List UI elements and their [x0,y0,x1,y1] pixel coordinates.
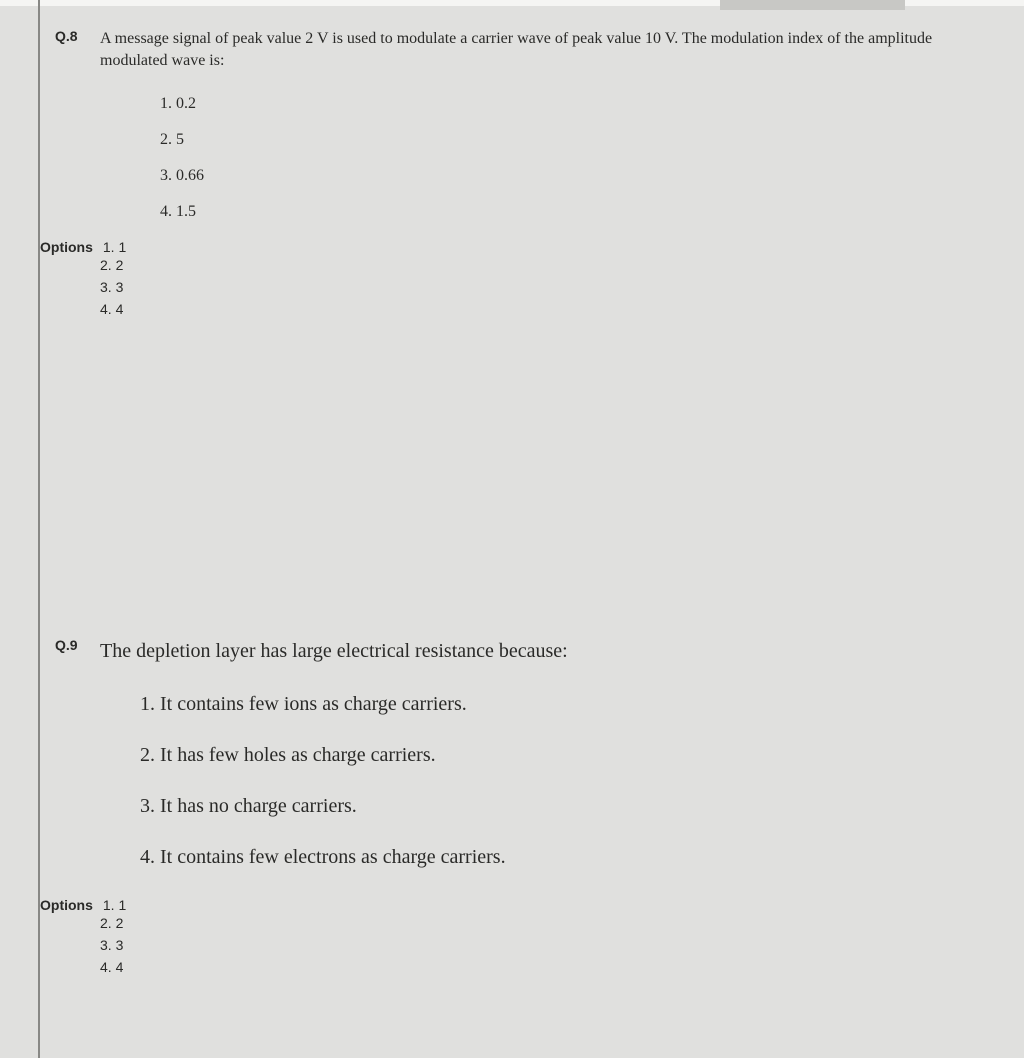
left-border [38,0,40,1058]
question-9-header: Q.9 The depletion layer has large electr… [55,637,984,665]
choice-item: 1. 0.2 [160,95,984,113]
options-label: Options [40,897,93,913]
question-9-text: The depletion layer has large electrical… [100,637,984,665]
choice-item: 2. 5 [160,131,984,149]
choice-item: 4. It contains few electrons as charge c… [140,846,984,869]
question-9-number: Q.9 [55,637,100,653]
option-item[interactable]: 4. 4 [100,301,984,317]
top-bar-segment [720,0,905,10]
question-8-text: A message signal of peak value 2 V is us… [100,28,984,73]
question-9: Q.9 The depletion layer has large electr… [55,637,984,975]
question-8-choices: 1. 0.2 2. 5 3. 0.66 4. 1.5 [160,95,984,221]
option-item[interactable]: 1. 1 [103,239,126,255]
choice-item: 2. It has few holes as charge carriers. [140,744,984,767]
option-item[interactable]: 3. 3 [100,279,984,295]
choice-item: 3. It has no charge carriers. [140,795,984,818]
page-container: Q.8 A message signal of peak value 2 V i… [0,0,1024,1058]
question-8-options: Options 1. 1 2. 2 3. 3 4. 4 [40,239,984,317]
option-item[interactable]: 1. 1 [103,897,126,913]
question-8-header: Q.8 A message signal of peak value 2 V i… [55,28,984,73]
question-9-choices: 1. It contains few ions as charge carrie… [140,693,984,869]
option-item[interactable]: 2. 2 [100,257,984,273]
question-8-number: Q.8 [55,28,100,44]
option-item[interactable]: 4. 4 [100,959,984,975]
option-item[interactable]: 3. 3 [100,937,984,953]
question-8: Q.8 A message signal of peak value 2 V i… [55,28,984,317]
spacer [55,357,984,637]
choice-item: 3. 0.66 [160,167,984,185]
content-area: Q.8 A message signal of peak value 2 V i… [0,0,1024,975]
options-label: Options [40,239,93,255]
question-9-options: Options 1. 1 2. 2 3. 3 4. 4 [40,897,984,975]
option-item[interactable]: 2. 2 [100,915,984,931]
choice-item: 4. 1.5 [160,203,984,221]
choice-item: 1. It contains few ions as charge carrie… [140,693,984,716]
